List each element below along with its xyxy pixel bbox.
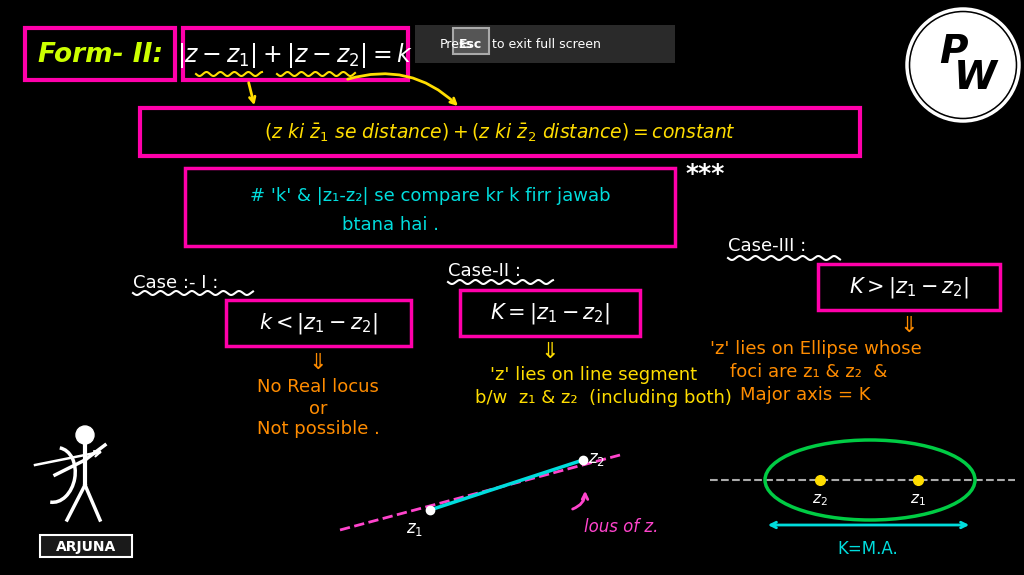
Text: Esc: Esc <box>460 39 482 52</box>
Text: Press: Press <box>440 39 473 52</box>
Text: lous of z.: lous of z. <box>584 518 658 536</box>
Text: Case :- I :: Case :- I : <box>133 274 218 292</box>
Text: to exit full screen: to exit full screen <box>492 39 601 52</box>
Text: No Real locus: No Real locus <box>257 378 379 396</box>
Text: btana hai .: btana hai . <box>341 216 438 234</box>
Text: $(z\ ki\ \bar{z}_1\ se\ distance)+(z\ ki\ \bar{z}_2\ distance)=constant$: $(z\ ki\ \bar{z}_1\ se\ distance)+(z\ ki… <box>264 122 736 144</box>
Text: W: W <box>953 59 996 97</box>
Text: b/w  z₁ & z₂  (including both): b/w z₁ & z₂ (including both) <box>475 389 732 407</box>
Text: Major axis = K: Major axis = K <box>740 386 870 404</box>
Text: ⇓: ⇓ <box>308 353 328 373</box>
Circle shape <box>76 426 94 444</box>
Text: $z_2$: $z_2$ <box>812 492 827 508</box>
Circle shape <box>911 13 1015 117</box>
Text: 'z' lies on Ellipse whose: 'z' lies on Ellipse whose <box>710 340 922 358</box>
Text: $z_2$: $z_2$ <box>588 450 605 468</box>
Text: $K > |z_1-z_2|$: $K > |z_1-z_2|$ <box>849 274 969 300</box>
Text: ARJUNA: ARJUNA <box>56 540 116 554</box>
Text: Form- II:: Form- II: <box>38 42 163 68</box>
Text: Not possible .: Not possible . <box>257 420 380 438</box>
Text: K=M.A.: K=M.A. <box>838 540 898 558</box>
FancyBboxPatch shape <box>415 25 675 63</box>
Text: $z_1$: $z_1$ <box>910 492 926 508</box>
Text: or: or <box>309 400 328 418</box>
Text: $|z-z_1|+|z-z_2|=k$: $|z-z_1|+|z-z_2|=k$ <box>177 40 413 70</box>
Text: $k < |z_1-z_2|$: $k < |z_1-z_2|$ <box>259 310 377 335</box>
Text: $z_1$: $z_1$ <box>407 520 424 538</box>
Text: $K=|z_1-z_2|$: $K=|z_1-z_2|$ <box>489 301 610 325</box>
Text: foci are z₁ & z₂  &: foci are z₁ & z₂ & <box>730 363 888 381</box>
Text: ⇓: ⇓ <box>541 342 559 362</box>
Text: # 'k' & |z₁-z₂| se compare kr k firr jawab: # 'k' & |z₁-z₂| se compare kr k firr jaw… <box>250 187 610 205</box>
Text: ⇓: ⇓ <box>900 316 919 336</box>
Text: 'z' lies on line segment: 'z' lies on line segment <box>490 366 697 384</box>
FancyBboxPatch shape <box>453 28 489 54</box>
FancyBboxPatch shape <box>40 535 132 557</box>
Text: Case-III :: Case-III : <box>728 237 806 255</box>
Text: Case-II :: Case-II : <box>449 262 521 280</box>
Text: P: P <box>939 33 968 71</box>
Text: ***: *** <box>685 162 724 186</box>
